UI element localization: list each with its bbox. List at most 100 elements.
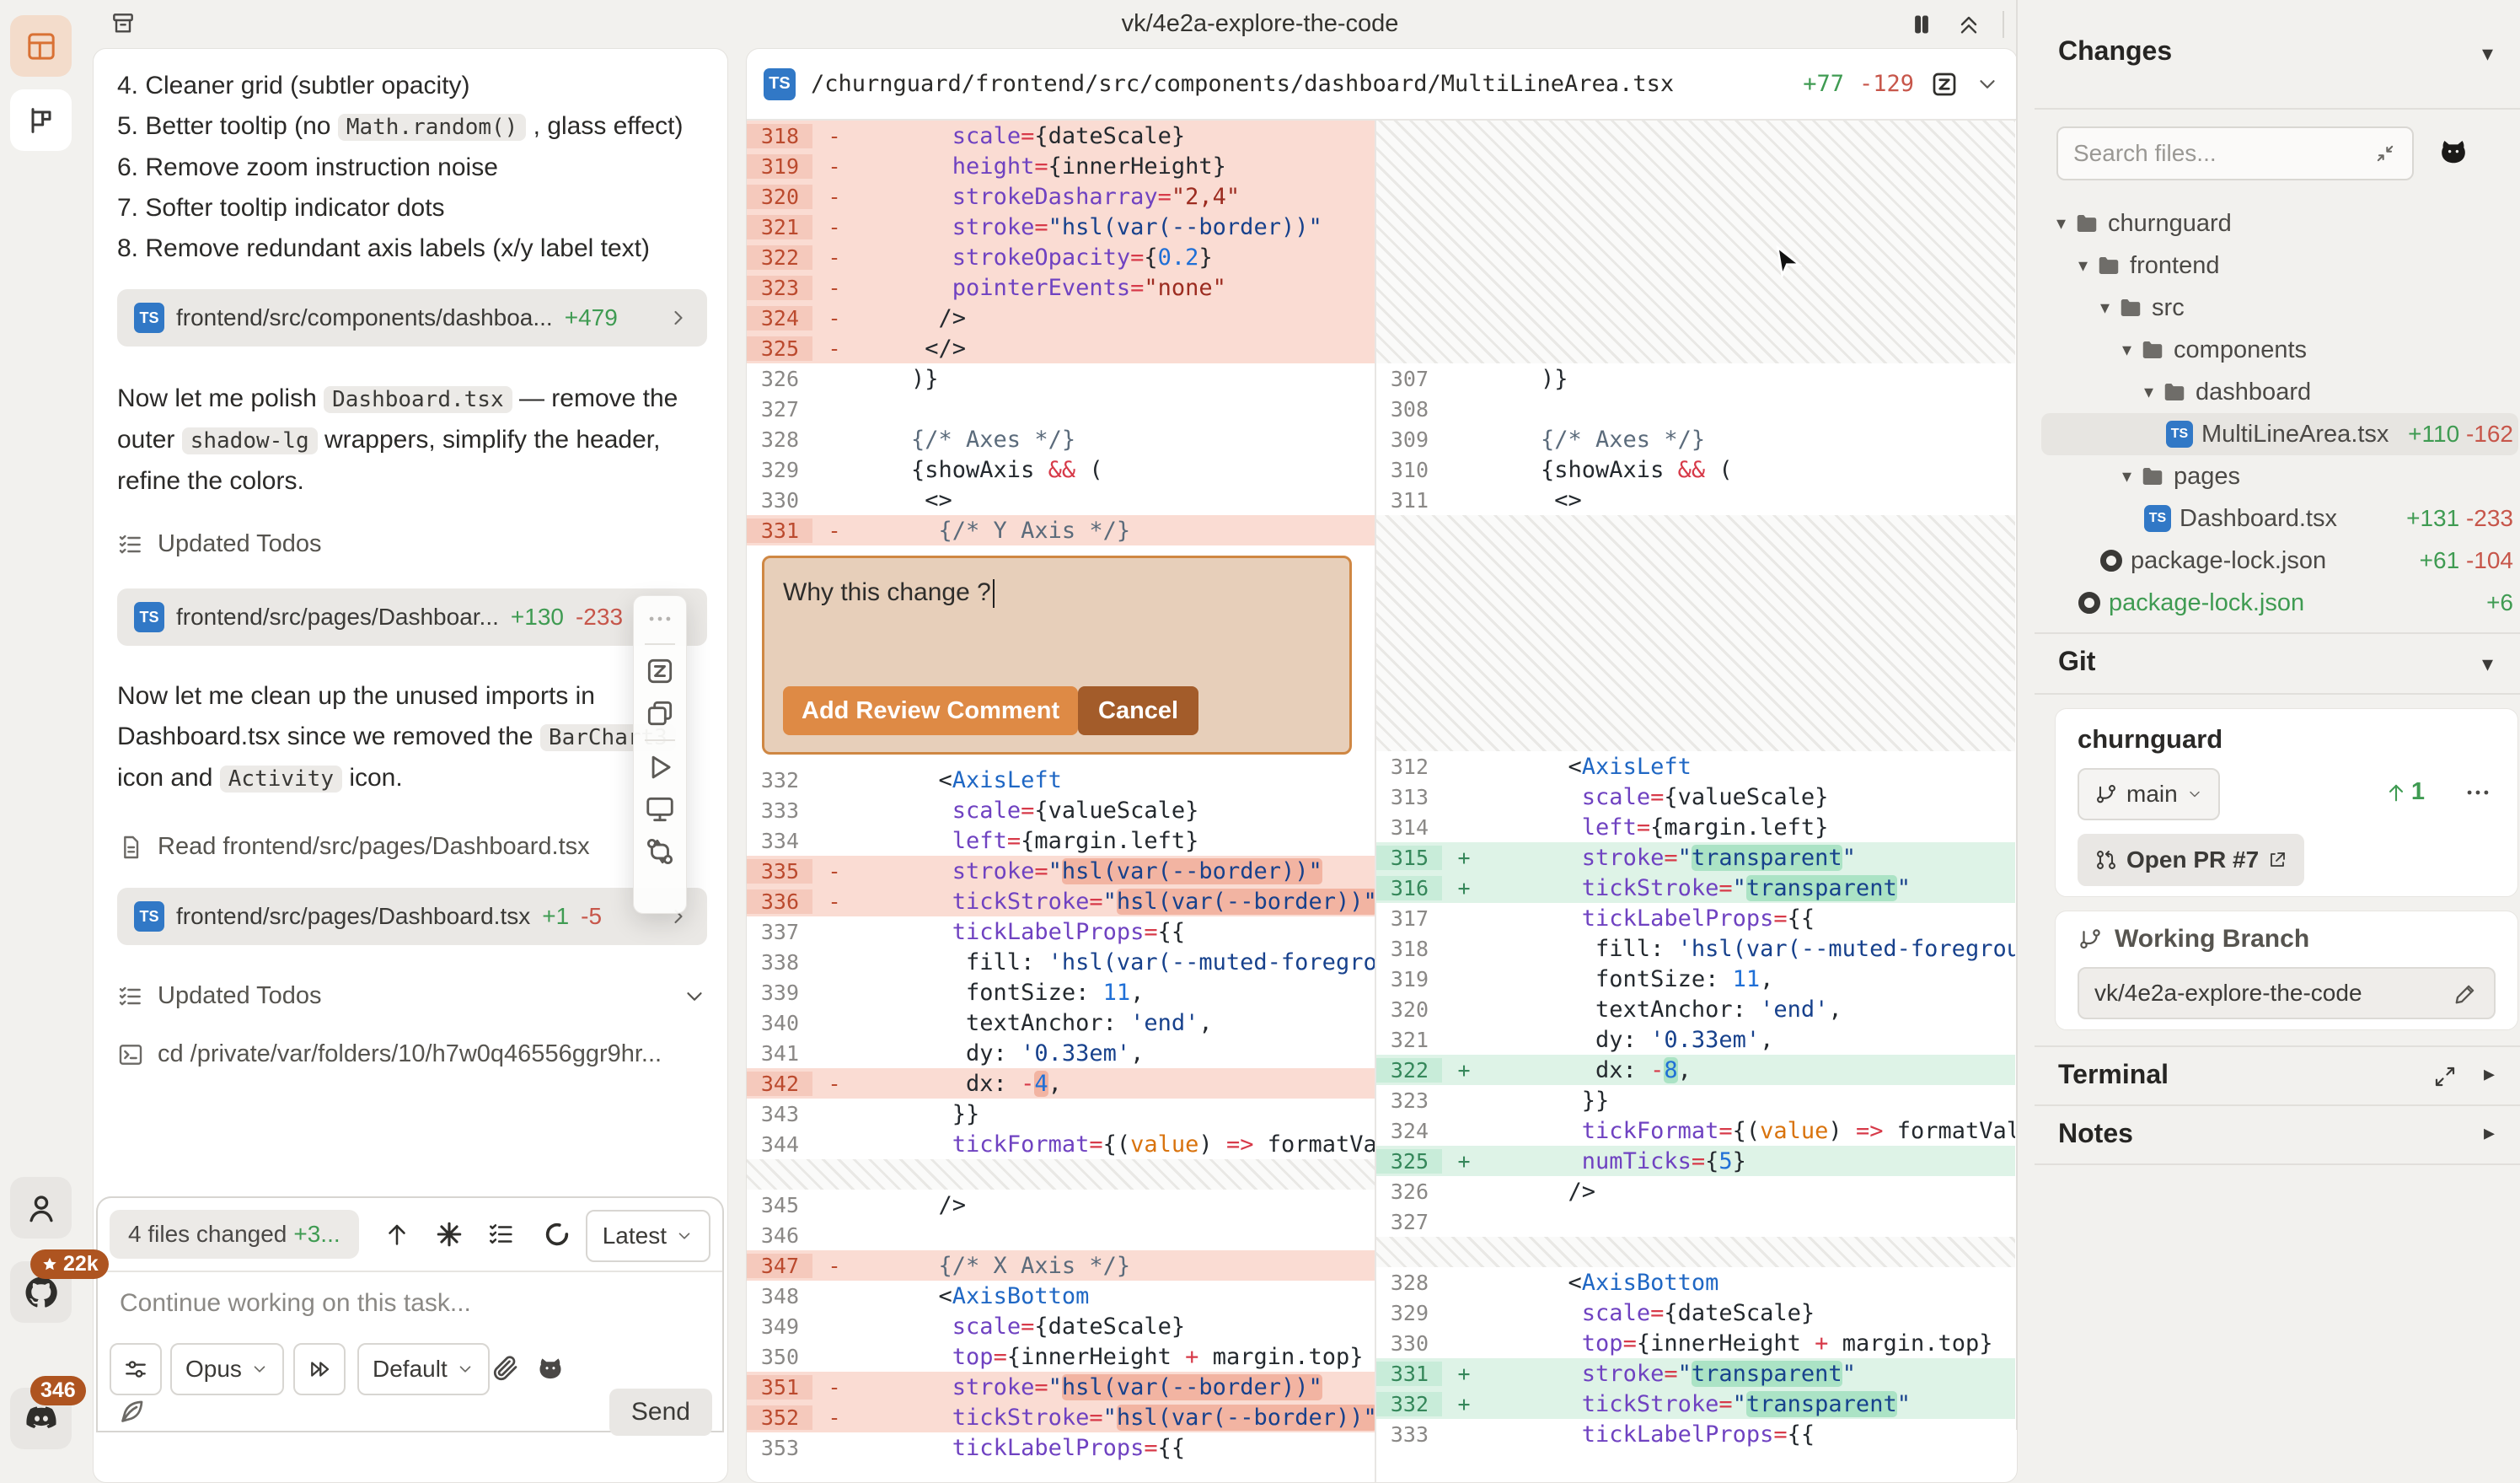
diff-line-new-310[interactable]: 310 {showAxis && (	[1376, 454, 2015, 485]
diff-old-column[interactable]: 318- scale={dateScale} 319- height={inner…	[747, 121, 1375, 1482]
quill-icon[interactable]	[116, 1397, 147, 1427]
add-review-comment-button[interactable]: Add Review Comment	[783, 686, 1079, 735]
git-more-button[interactable]	[2464, 778, 2492, 807]
chevron-down-icon[interactable]	[682, 984, 707, 1009]
caret-down-icon[interactable]: ▾	[2122, 339, 2132, 360]
diff-line-new-327[interactable]: 327	[1376, 1206, 2015, 1237]
diff-line-old-349[interactable]: 349 scale={dateScale}	[747, 1311, 1375, 1341]
tree-item-package-lock-json[interactable]: package-lock.json +6	[2041, 582, 2518, 624]
changes-section-header[interactable]: Changes	[2058, 35, 2173, 66]
diff-line-old-332[interactable]: 332 <AxisLeft	[747, 765, 1375, 795]
diff-line-old-352[interactable]: 352- tickStroke="hsl(var(--border))"	[747, 1402, 1375, 1432]
tree-item-dashboard-tsx[interactable]: TS Dashboard.tsx +131 -233	[2041, 497, 2518, 540]
diff-new-column[interactable]: 307 )} 308 309 {/* Axes */} 310 {showAxis &…	[1375, 121, 2015, 1482]
file-change-chip[interactable]: TS frontend/src/pages/Dashboard.tsx +1 -5	[117, 888, 707, 945]
review-comment-input[interactable]: Why this change ?	[783, 578, 995, 609]
diff-line-old-344[interactable]: 344 tickFormat={(value) => formatValue(v…	[747, 1129, 1375, 1159]
rail-item-person[interactable]	[10, 1177, 72, 1239]
tree-item-pages[interactable]: ▾ pages	[2041, 455, 2518, 497]
diff-line-old-350[interactable]: 350 top={innerHeight + margin.top}	[747, 1341, 1375, 1372]
diff-line-old-322[interactable]: 322- strokeOpacity={0.2}	[747, 242, 1375, 272]
diff-line-new-326[interactable]: 326 />	[1376, 1176, 2015, 1206]
diff-line-new-329[interactable]: 329 scale={dateScale}	[1376, 1298, 2015, 1328]
diff-line-new-320[interactable]: 320 textAnchor: 'end',	[1376, 994, 2015, 1024]
git-compare-icon[interactable]	[644, 836, 676, 868]
scroll-up-button[interactable]	[383, 1220, 411, 1249]
todo-row[interactable]: Updated Todos	[117, 530, 707, 558]
diff-line-old-341[interactable]: 341 dy: '0.33em',	[747, 1038, 1375, 1068]
copy-icon[interactable]	[644, 697, 676, 729]
collapse-all-icon[interactable]	[2373, 142, 2397, 165]
diff-line-old-318[interactable]: 318- scale={dateScale}	[747, 121, 1375, 151]
diff-line-old-340[interactable]: 340 textAnchor: 'end',	[747, 1007, 1375, 1038]
diff-line-new-321[interactable]: 321 dy: '0.33em',	[1376, 1024, 2015, 1055]
diff-view-toggle[interactable]	[1929, 69, 1960, 99]
diff-line-new-309[interactable]: 309 {/* Axes */}	[1376, 424, 2015, 454]
diff-line-new-307[interactable]: 307 )}	[1376, 363, 2015, 394]
diff-line-old-336[interactable]: 336- tickStroke="hsl(var(--border))"	[747, 886, 1375, 916]
diff-line-old-324[interactable]: 324- />	[747, 303, 1375, 333]
rail-item-layout[interactable]	[10, 15, 72, 77]
notes-section-header[interactable]: Notes	[2058, 1118, 2133, 1148]
message-input[interactable]: Continue working on this task...	[120, 1289, 471, 1317]
tree-item-src[interactable]: ▾ src	[2041, 287, 2518, 329]
diff-line-new-325[interactable]: 325 + numTicks={5}	[1376, 1146, 2015, 1176]
diff-line-new-324[interactable]: 324 tickFormat={(value) => formatValue(v…	[1376, 1115, 2015, 1146]
file-change-chip[interactable]: TS frontend/src/components/dashboa... +479	[117, 289, 707, 347]
tree-item-frontend[interactable]: ▾ frontend	[2041, 244, 2518, 287]
settings-sliders-button[interactable]	[110, 1343, 162, 1395]
diff-line-new-328[interactable]: 328 <AxisBottom	[1376, 1267, 2015, 1298]
review-comment-box[interactable]: Why this change ? Add Review Comment Can…	[762, 556, 1352, 755]
search-files-input[interactable]: Search files...	[2056, 126, 2414, 180]
spark-icon[interactable]	[435, 1220, 464, 1249]
diff-line-new-330[interactable]: 330 top={innerHeight + margin.top}	[1376, 1328, 2015, 1358]
diff-line-old-345[interactable]: 345 />	[747, 1190, 1375, 1220]
github-cat-icon[interactable]	[2436, 135, 2471, 170]
diff-line-old-327[interactable]: 327	[747, 394, 1375, 424]
caret-down-icon[interactable]: ▾	[2122, 465, 2132, 486]
tool-call-row[interactable]: Read frontend/src/pages/Dashboard.tsx	[117, 833, 707, 861]
git-collapse-caret[interactable]: ▾	[2481, 651, 2493, 676]
diff-line-old-335[interactable]: 335- stroke="hsl(var(--border))"	[747, 856, 1375, 886]
latest-dropdown[interactable]: Latest	[585, 1210, 710, 1262]
send-button[interactable]: Send	[609, 1389, 712, 1436]
diff-line-old-331[interactable]: 331- {/* Y Axis */}	[747, 515, 1375, 545]
file-change-chip[interactable]: TS frontend/src/pages/Dashboar... +130 -233	[117, 588, 707, 646]
fast-forward-button[interactable]	[293, 1343, 346, 1395]
diff-line-new-313[interactable]: 313 scale={valueScale}	[1376, 782, 2015, 812]
diff-line-new-311[interactable]: 311 <>	[1376, 485, 2015, 515]
archive-box-icon[interactable]	[110, 10, 137, 37]
diff-line-old-347[interactable]: 347- {/* X Axis */}	[747, 1250, 1375, 1281]
diff-line-new-318[interactable]: 318 fill: 'hsl(var(--muted-foreground))'…	[1376, 933, 2015, 964]
tree-item-package-lock-json[interactable]: package-lock.json +61 -104	[2041, 540, 2518, 582]
changes-collapse-caret[interactable]: ▾	[2481, 40, 2493, 66]
diff-line-old-325[interactable]: 325- </>	[747, 333, 1375, 363]
model-dropdown[interactable]: Opus	[170, 1343, 284, 1395]
diff-line-old-337[interactable]: 337 tickLabelProps={{	[747, 916, 1375, 947]
stamp-icon[interactable]	[644, 655, 676, 687]
caret-down-icon[interactable]: ▾	[2100, 297, 2110, 318]
pause-icon[interactable]	[1908, 11, 1935, 38]
diff-line-old-343[interactable]: 343 }}	[747, 1099, 1375, 1129]
caret-down-icon[interactable]: ▾	[2056, 212, 2067, 234]
diff-line-new-312[interactable]: 312 <AxisLeft	[1376, 751, 2015, 782]
diff-line-new-308[interactable]: 308	[1376, 394, 2015, 424]
diff-line-old-338[interactable]: 338 fill: 'hsl(var(--muted-foreground))'…	[747, 947, 1375, 977]
open-pr-button[interactable]: Open PR #7	[2078, 834, 2305, 886]
mode-dropdown[interactable]: Default	[357, 1343, 490, 1395]
cancel-button[interactable]: Cancel	[1078, 686, 1199, 735]
tree-item-dashboard[interactable]: ▾ dashboard	[2041, 371, 2518, 413]
diff-line-new-314[interactable]: 314 left={margin.left}	[1376, 812, 2015, 842]
working-branch-input[interactable]: vk/4e2a-explore-the-code	[2078, 967, 2496, 1019]
files-changed-chip[interactable]: 4 files changed +3...	[110, 1210, 359, 1259]
diff-line-new-332[interactable]: 332 + tickStroke="transparent"	[1376, 1389, 2015, 1419]
dots-h-icon[interactable]	[646, 604, 674, 633]
git-section-header[interactable]: Git	[2058, 646, 2096, 676]
diff-line-old-323[interactable]: 323- pointerEvents="none"	[747, 272, 1375, 303]
caret-down-icon[interactable]: ▾	[2144, 381, 2154, 402]
chevrons-up-icon[interactable]	[1955, 11, 1982, 38]
diff-line-new-323[interactable]: 323 }}	[1376, 1085, 2015, 1115]
diff-line-old-321[interactable]: 321- stroke="hsl(var(--border))"	[747, 212, 1375, 242]
diff-line-old-326[interactable]: 326 )}	[747, 363, 1375, 394]
attach-button[interactable]	[491, 1353, 521, 1384]
